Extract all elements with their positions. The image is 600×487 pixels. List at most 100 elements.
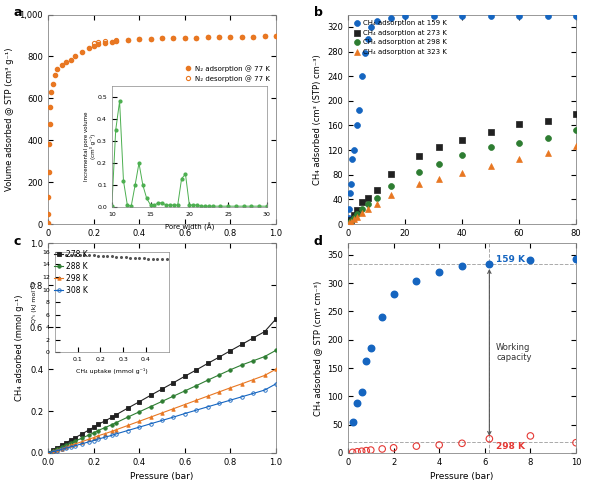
308 K xyxy=(67,444,74,450)
CH₄ adsorption at 159 K xyxy=(358,72,367,80)
308 K xyxy=(124,428,131,433)
288 K xyxy=(170,393,177,399)
298 K xyxy=(227,385,234,391)
Point xyxy=(571,255,581,262)
CH₄ adsorption at 323 K xyxy=(358,209,367,217)
CH₄ adsorption at 273 K xyxy=(415,152,424,160)
CH₄ adsorption at 273 K xyxy=(571,111,581,118)
298 K xyxy=(90,435,97,441)
CH₄ adsorption at 298 K xyxy=(358,205,367,212)
X-axis label: Relative pressure (P/P₀): Relative pressure (P/P₀) xyxy=(109,244,215,252)
CH₄ adsorption at 298 K xyxy=(346,217,356,225)
278 K xyxy=(147,393,154,398)
CH₄ adsorption at 298 K xyxy=(363,200,373,207)
298 K xyxy=(193,397,200,403)
Point xyxy=(348,449,358,456)
CH₄ adsorption at 298 K xyxy=(571,127,581,134)
N₂ desorption @ 77 K xyxy=(250,34,257,39)
298 K xyxy=(79,439,86,445)
308 K xyxy=(158,417,166,423)
CH₄ adsorption at 159 K xyxy=(543,12,553,20)
Point xyxy=(526,432,535,440)
CH₄ adsorption at 298 K xyxy=(514,139,524,147)
N₂ adsorption @ 77 K xyxy=(46,142,53,148)
278 K xyxy=(124,405,131,411)
N₂ adsorption @ 77 K xyxy=(53,66,61,72)
278 K xyxy=(113,412,120,417)
298 K xyxy=(108,429,115,434)
308 K xyxy=(53,448,61,453)
308 K xyxy=(238,394,245,400)
CH₄ adsorption at 323 K xyxy=(349,215,359,223)
278 K xyxy=(170,380,177,386)
N₂ adsorption @ 77 K xyxy=(147,36,154,41)
308 K xyxy=(181,411,188,416)
288 K xyxy=(215,372,223,378)
CH₄ adsorption at 273 K xyxy=(514,120,524,128)
N₂ adsorption @ 77 K xyxy=(124,37,131,43)
CH₄ adsorption at 323 K xyxy=(486,162,496,169)
CH₄ adsorption at 273 K xyxy=(346,216,356,224)
308 K xyxy=(147,421,154,427)
Point xyxy=(434,441,444,449)
N₂ adsorption @ 77 K xyxy=(48,89,55,95)
CH₄ adsorption at 323 K xyxy=(571,142,581,150)
278 K xyxy=(204,360,211,366)
298 K xyxy=(215,389,223,395)
288 K xyxy=(85,432,92,438)
288 K xyxy=(113,420,120,426)
CH₄ adsorption at 323 K xyxy=(543,150,553,157)
Point xyxy=(377,313,387,321)
288 K xyxy=(72,438,79,444)
CH₄ adsorption at 298 K xyxy=(415,168,424,176)
CH₄ adsorption at 273 K xyxy=(543,117,553,125)
278 K xyxy=(238,341,245,347)
N₂ adsorption @ 77 K xyxy=(250,34,257,39)
CH₄ adsorption at 323 K xyxy=(457,169,467,177)
288 K xyxy=(79,435,86,441)
CH₄ adsorption at 323 K xyxy=(434,175,444,183)
Text: a: a xyxy=(14,6,22,19)
Text: 159 K: 159 K xyxy=(496,256,525,264)
X-axis label: Pressure (bar): Pressure (bar) xyxy=(430,244,494,252)
Point xyxy=(357,448,367,455)
CH₄ adsorption at 298 K xyxy=(486,143,496,151)
CH₄ adsorption at 323 K xyxy=(344,219,354,227)
288 K xyxy=(250,358,257,364)
CH₄ adsorption at 159 K xyxy=(363,36,373,43)
N₂ desorption @ 77 K xyxy=(95,39,102,45)
278 K xyxy=(72,435,79,441)
278 K xyxy=(108,414,115,420)
N₂ adsorption @ 77 K xyxy=(67,56,74,62)
288 K xyxy=(67,440,74,446)
N₂ adsorption @ 77 K xyxy=(108,39,115,45)
308 K xyxy=(136,424,143,430)
Y-axis label: CH₄ adsorbed @ STP (cm³ cm⁻³): CH₄ adsorbed @ STP (cm³ cm⁻³) xyxy=(313,281,322,416)
N₂ desorption @ 77 K xyxy=(204,35,211,40)
278 K xyxy=(67,437,74,443)
N₂ adsorption @ 77 K xyxy=(85,45,92,51)
308 K xyxy=(250,391,257,396)
308 K xyxy=(79,441,86,447)
N₂ adsorption @ 77 K xyxy=(136,37,143,42)
288 K xyxy=(124,414,131,420)
298 K xyxy=(204,393,211,399)
CH₄ adsorption at 159 K xyxy=(344,205,354,212)
CH₄ adsorption at 298 K xyxy=(349,214,359,222)
CH₄ adsorption at 159 K xyxy=(386,14,395,21)
N₂ adsorption @ 77 K xyxy=(62,59,70,65)
CH₄ adsorption at 159 K xyxy=(571,12,581,20)
CH₄ adsorption at 273 K xyxy=(352,206,361,214)
278 K xyxy=(49,448,56,453)
298 K xyxy=(170,406,177,412)
298 K xyxy=(101,431,109,436)
298 K xyxy=(62,444,70,450)
308 K xyxy=(95,436,102,442)
308 K xyxy=(85,439,92,445)
Point xyxy=(457,262,467,270)
298 K xyxy=(124,423,131,429)
278 K xyxy=(227,348,234,354)
278 K xyxy=(85,427,92,433)
298 K xyxy=(58,446,65,451)
Point xyxy=(377,445,387,453)
